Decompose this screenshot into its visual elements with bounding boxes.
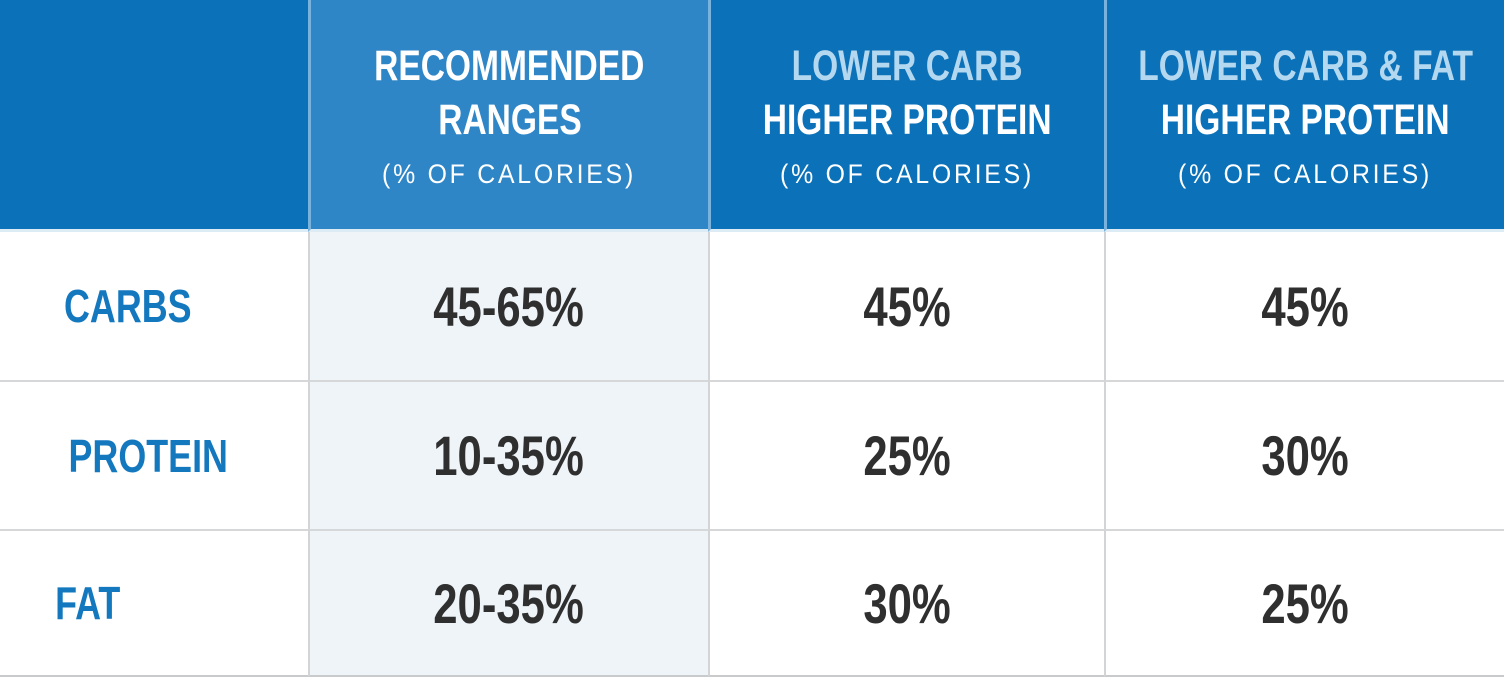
cell-carbs-lower-carb: 45% <box>708 232 1104 380</box>
cell-fat-recommended: 20-35% <box>308 529 708 677</box>
header-line: LOWER CARB & FAT <box>1138 42 1473 90</box>
cell-fat-lower-carb-fat: 25% <box>1104 529 1504 677</box>
row-label-protein: PROTEIN <box>0 380 308 529</box>
cell-carbs-lower-carb-fat: 45% <box>1104 232 1504 380</box>
row-label-carbs: CARBS <box>0 232 308 380</box>
header-line: HIGHER PROTEIN <box>763 96 1052 144</box>
cell-fat-lower-carb: 30% <box>708 529 1104 677</box>
header-note: (% OF CALORIES) <box>780 159 1035 189</box>
header-cell-lower-carb-fat: LOWER CARB & FAT HIGHER PROTEIN (% OF CA… <box>1104 0 1504 232</box>
header-line: HIGHER PROTEIN <box>1161 96 1450 144</box>
row-label-fat: FAT <box>0 529 308 677</box>
header-cell-lower-carb: LOWER CARB HIGHER PROTEIN (% OF CALORIES… <box>708 0 1104 232</box>
cell-protein-lower-carb-fat: 30% <box>1104 380 1504 529</box>
header-cell-recommended-ranges: RECOMMENDED RANGES (% OF CALORIES) <box>308 0 708 232</box>
header-line: LOWER CARB <box>791 42 1024 90</box>
header-note: (% OF CALORIES) <box>382 159 637 189</box>
header-line: RECOMMENDED <box>374 42 645 90</box>
cell-protein-recommended: 10-35% <box>308 380 708 529</box>
cell-carbs-recommended: 45-65% <box>308 232 708 380</box>
cell-protein-lower-carb: 25% <box>708 380 1104 529</box>
header-note: (% OF CALORIES) <box>1178 159 1433 189</box>
header-line: RANGES <box>437 96 582 144</box>
header-cell-empty <box>0 0 308 232</box>
